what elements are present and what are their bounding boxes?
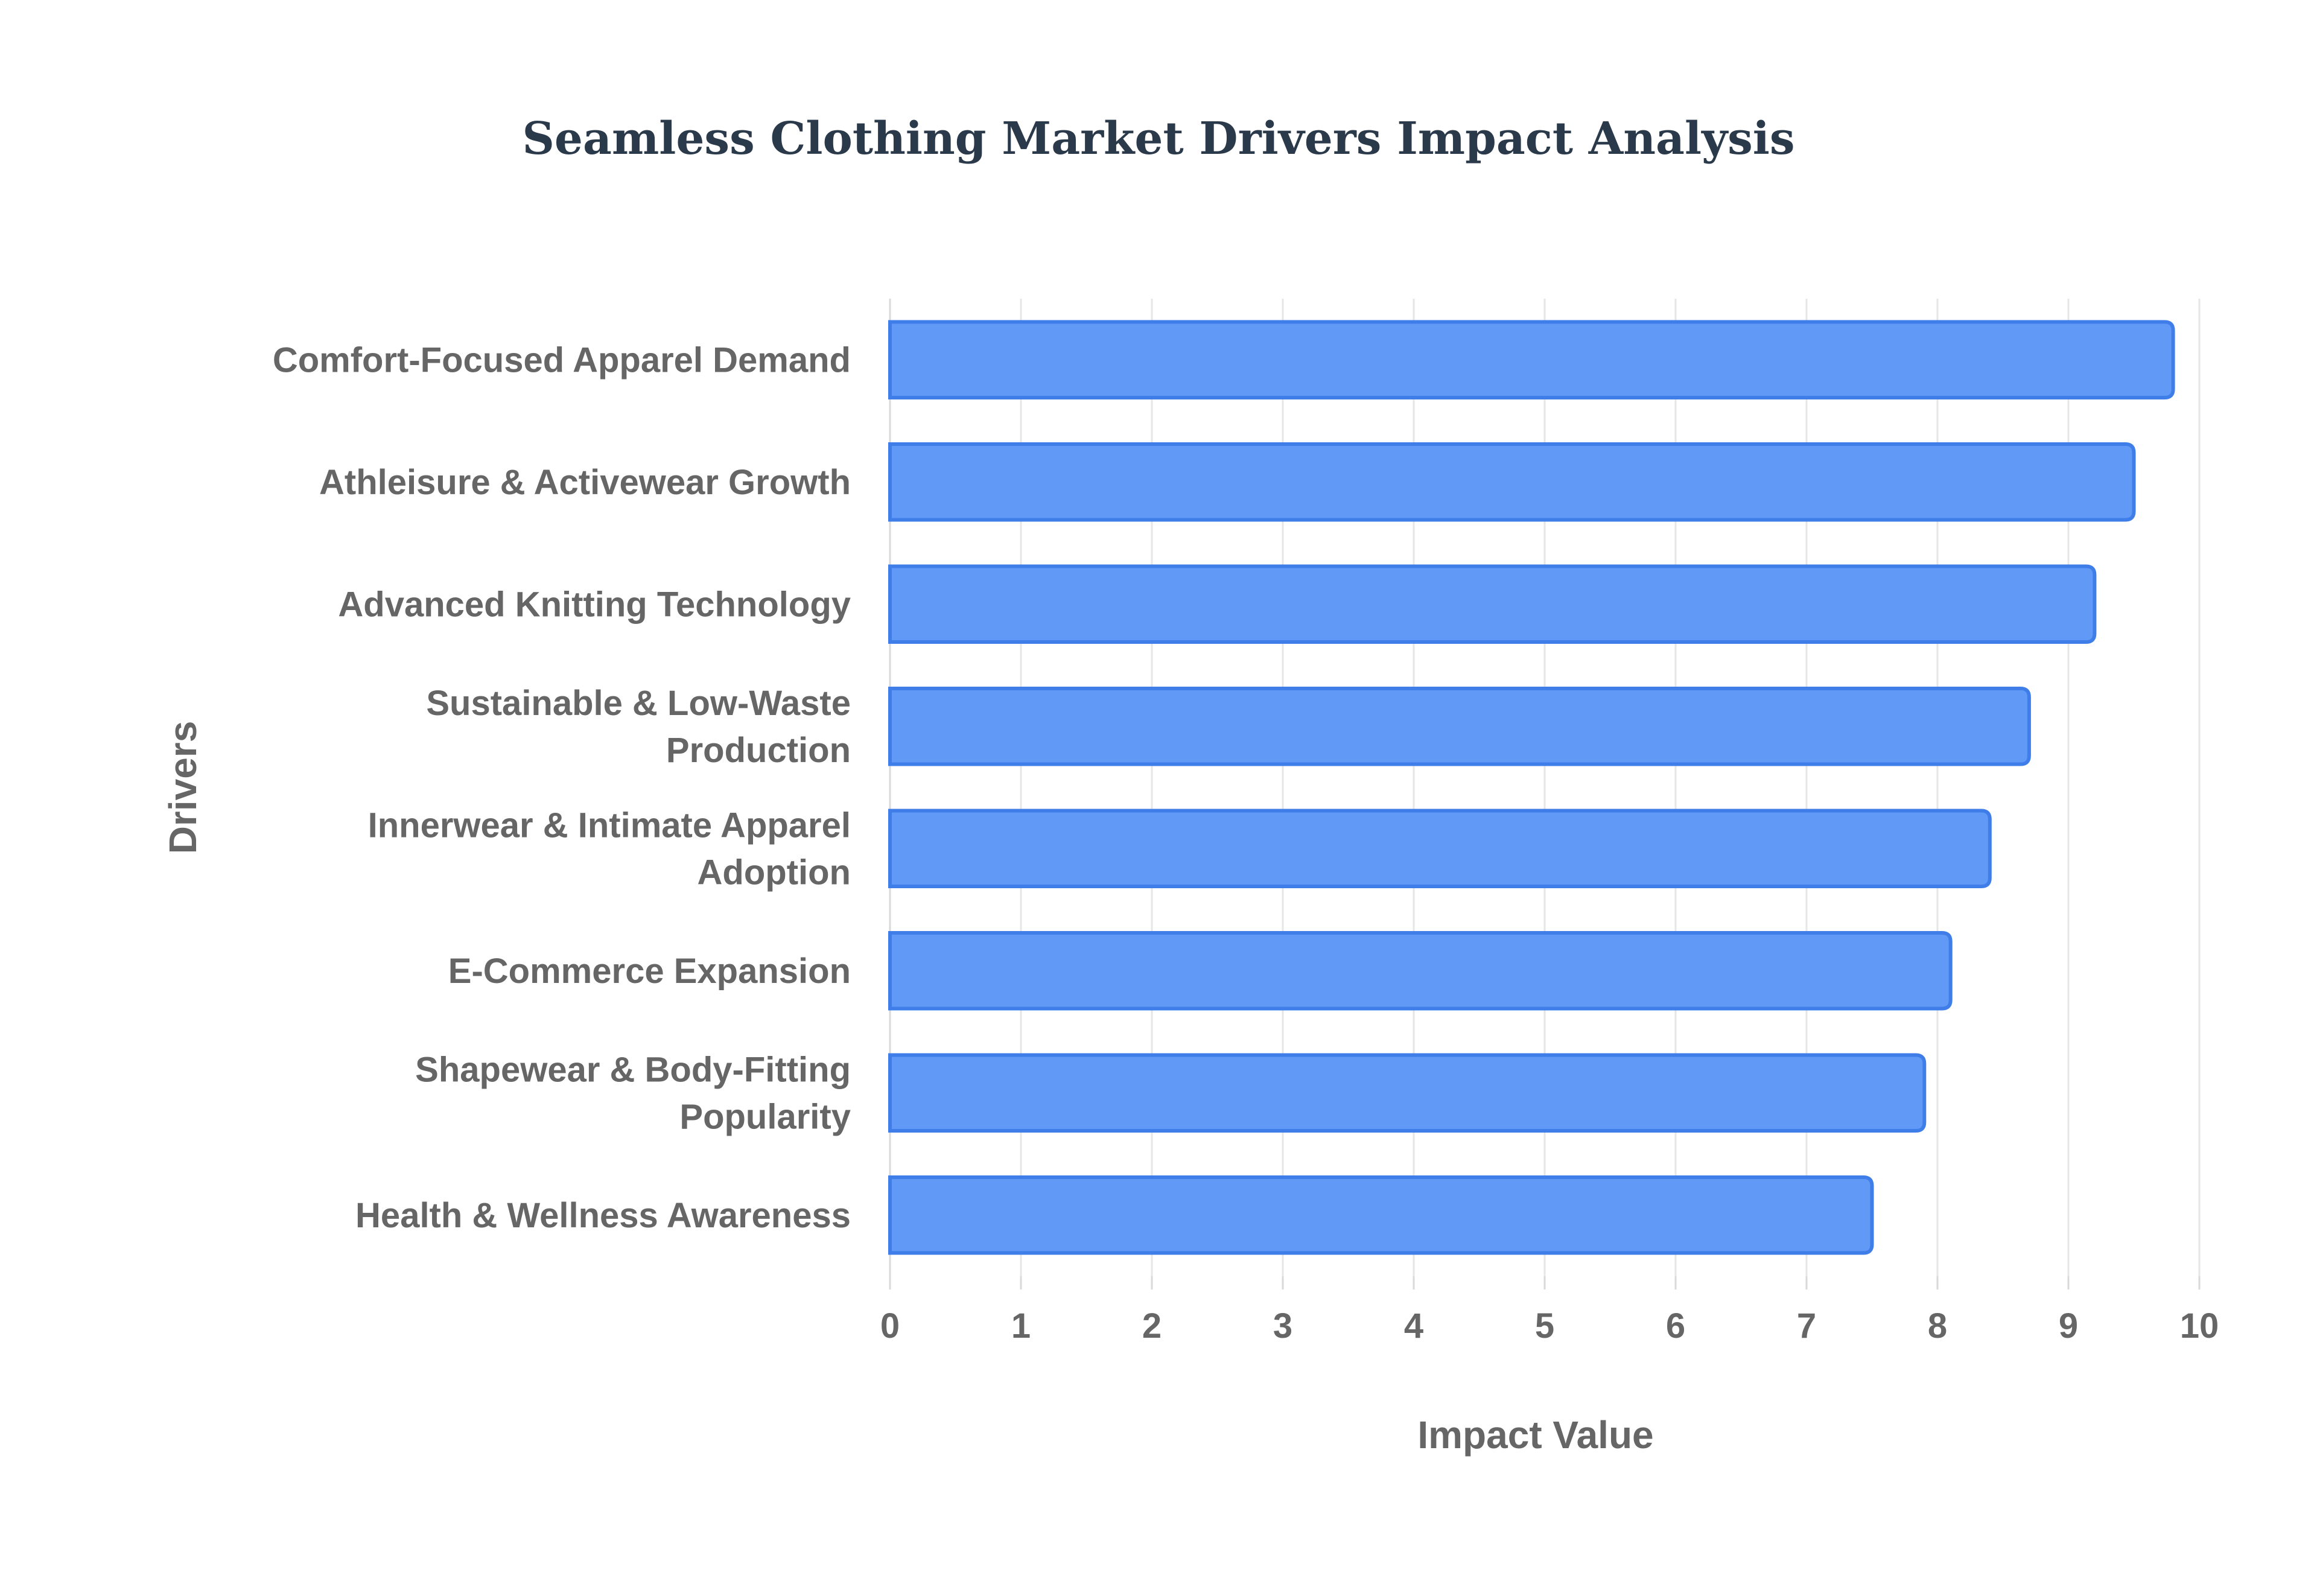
category-label: Production xyxy=(666,731,851,770)
y-axis-title: Drivers xyxy=(161,721,205,854)
x-tick-label: 4 xyxy=(1404,1306,1423,1346)
category-label: Athleisure & Activewear Growth xyxy=(319,463,851,502)
bar xyxy=(888,320,2175,400)
x-tick-label: 7 xyxy=(1797,1306,1816,1346)
x-tick-label: 0 xyxy=(880,1306,900,1346)
x-tick-label: 5 xyxy=(1535,1306,1554,1346)
category-label: Adoption xyxy=(698,853,851,892)
x-tick-label: 8 xyxy=(1928,1306,1947,1346)
category-label: Advanced Knitting Technology xyxy=(338,585,851,624)
chart-title: Seamless Clothing Market Drivers Impact … xyxy=(522,113,1794,165)
category-label: E-Commerce Expansion xyxy=(448,952,851,991)
x-tick-label: 3 xyxy=(1273,1306,1292,1346)
x-tick-label: 6 xyxy=(1666,1306,1685,1346)
category-labels: Comfort-Focused Apparel Demand Athleisure… xyxy=(273,340,851,1235)
category-label: Innerwear & Intimate Apparel xyxy=(368,806,851,845)
x-tick-label: 2 xyxy=(1142,1306,1162,1346)
category-label: Sustainable & Low-Waste xyxy=(426,684,851,723)
bar xyxy=(888,564,2097,644)
bar xyxy=(888,686,2031,766)
category-label: Shapewear & Body-Fitting xyxy=(415,1050,851,1089)
category-label: Comfort-Focused Apparel Demand xyxy=(273,340,851,380)
x-tick-label: 9 xyxy=(2059,1306,2078,1346)
x-tick-labels: 0 1 2 3 4 5 6 7 8 9 10 xyxy=(880,1306,2219,1346)
x-tick-label: 10 xyxy=(2180,1306,2219,1346)
bar xyxy=(888,1175,1874,1255)
category-label: Popularity xyxy=(679,1097,851,1136)
category-label: Health & Wellness Awareness xyxy=(355,1196,851,1235)
x-axis-title: Impact Value xyxy=(1417,1413,1653,1457)
bar xyxy=(888,1053,1927,1133)
bar xyxy=(888,809,1992,889)
x-tick-label: 1 xyxy=(1011,1306,1031,1346)
bar xyxy=(888,442,2136,522)
bar xyxy=(888,930,1953,1011)
bars xyxy=(888,320,2175,1255)
